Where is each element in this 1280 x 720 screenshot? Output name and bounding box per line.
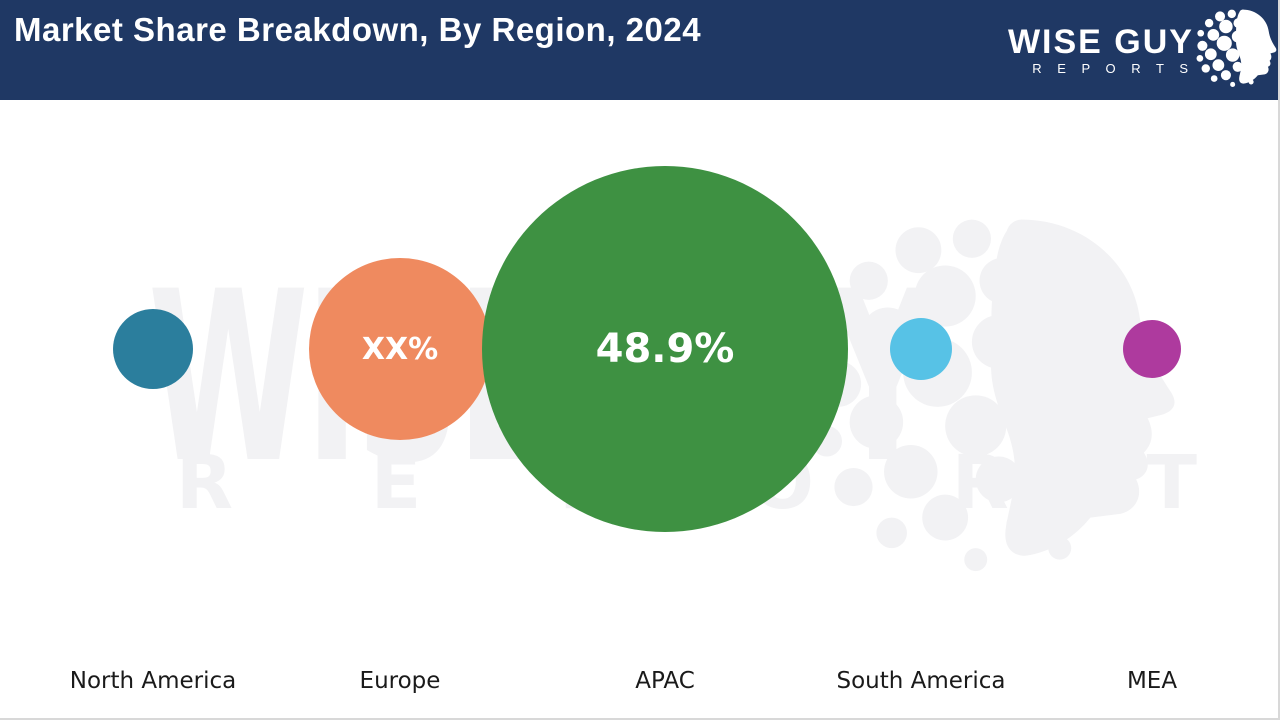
watermark-head-icon: [811, 219, 1175, 572]
region-label-europe: Europe: [359, 668, 441, 694]
brand-head-icon: [1196, 9, 1277, 87]
brand-wordmark: WISE GUY: [1007, 23, 1194, 61]
brand-logo: WISE GUY R E P O R T S: [1008, 8, 1278, 92]
region-label-mea: MEA: [1126, 668, 1178, 694]
bubble-mea: [1123, 320, 1181, 378]
bubble-value-label-europe: XX%: [361, 331, 439, 367]
bubble-south-america: [890, 318, 952, 380]
bubble-north-america: [113, 309, 193, 389]
bubble-europe: XX%: [309, 258, 491, 440]
header: Market Share Breakdown, By Region, 2024 …: [0, 0, 1278, 100]
bubble-apac: 48.9%: [482, 166, 848, 532]
region-label-south-america: South America: [836, 668, 1006, 694]
bubble-chart: WISE GUY R E P O R T S XX%48.9% North Am…: [0, 100, 1278, 718]
brand-subtitle: R E P O R T S: [1032, 61, 1194, 76]
page-title: Market Share Breakdown, By Region, 2024: [14, 11, 702, 48]
brand-logo-text: WISE GUY R E P O R T S: [1008, 24, 1194, 76]
region-label-north-america: North America: [69, 668, 237, 694]
bubble-value-label-apac: 48.9%: [595, 326, 735, 372]
region-label-apac: APAC: [635, 668, 695, 694]
